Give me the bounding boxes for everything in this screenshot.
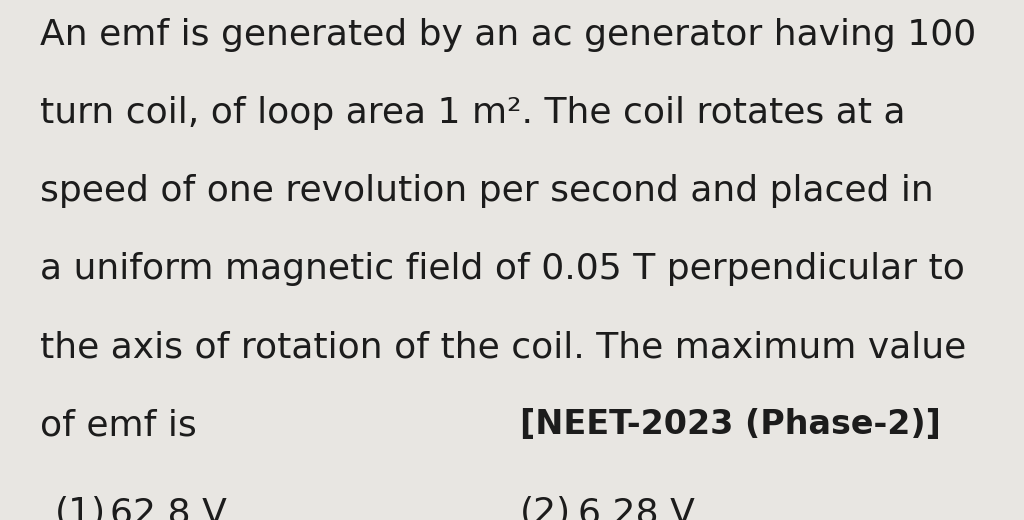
Text: turn coil, of loop area 1 m². The coil rotates at a: turn coil, of loop area 1 m². The coil r… bbox=[40, 96, 905, 130]
Text: An emf is generated by an ac generator having 100: An emf is generated by an ac generator h… bbox=[40, 18, 976, 52]
Text: the axis of rotation of the coil. The maximum value: the axis of rotation of the coil. The ma… bbox=[40, 330, 967, 364]
Text: (1): (1) bbox=[55, 496, 106, 520]
Text: 6.28 V: 6.28 V bbox=[578, 496, 695, 520]
Text: of emf is: of emf is bbox=[40, 408, 197, 442]
Text: 62.8 V: 62.8 V bbox=[110, 496, 227, 520]
Text: (2): (2) bbox=[520, 496, 571, 520]
Text: speed of one revolution per second and placed in: speed of one revolution per second and p… bbox=[40, 174, 934, 208]
Text: [NEET-2023 (Phase-2)]: [NEET-2023 (Phase-2)] bbox=[520, 408, 941, 441]
Text: a uniform magnetic field of 0.05 T perpendicular to: a uniform magnetic field of 0.05 T perpe… bbox=[40, 252, 965, 286]
